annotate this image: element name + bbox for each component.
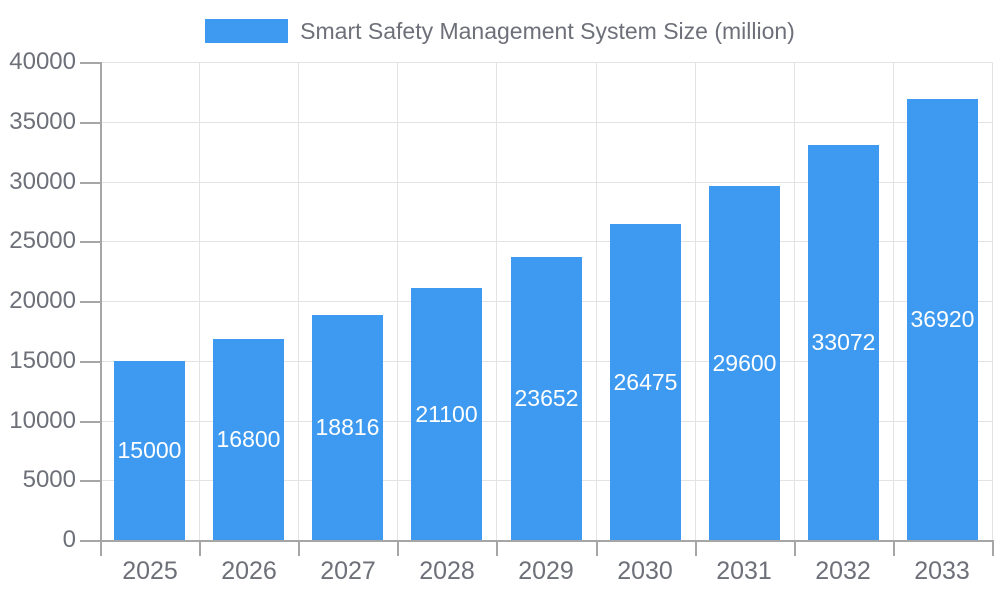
gridline-vertical: [992, 62, 993, 540]
y-axis-tick: [80, 122, 100, 124]
y-tick-label: 20000: [9, 287, 76, 314]
gridline-vertical: [893, 62, 894, 540]
y-axis-tick: [80, 301, 100, 303]
bar-2027[interactable]: 18816: [312, 315, 383, 540]
x-tick-label-2030: 2030: [617, 557, 673, 585]
y-tick-label: 5000: [22, 466, 76, 493]
gridline-vertical: [496, 62, 497, 540]
gridline-vertical: [199, 62, 200, 540]
y-axis-tick: [80, 540, 100, 542]
gridline-horizontal: [100, 122, 992, 123]
y-tick-label: 35000: [9, 108, 76, 135]
y-tick-label: 25000: [9, 227, 76, 254]
x-axis-tick: [695, 540, 697, 556]
bar-2029[interactable]: 23652: [511, 257, 582, 540]
x-tick-label-2033: 2033: [914, 557, 970, 585]
x-axis-tick: [298, 540, 300, 556]
y-axis-line: [100, 62, 102, 540]
bar-value-label: 36920: [910, 306, 975, 332]
bar-value-label: 15000: [117, 437, 182, 463]
y-tick-label: 30000: [9, 168, 76, 195]
bar-value-label: 23652: [514, 385, 579, 411]
y-axis-tick: [80, 241, 100, 243]
x-axis-tick: [596, 540, 598, 556]
bar-2025[interactable]: 15000: [114, 361, 185, 540]
x-tick-label-2027: 2027: [320, 557, 376, 585]
x-axis-tick: [992, 540, 994, 556]
bar-value-label: 21100: [415, 400, 478, 427]
gridline-vertical: [397, 62, 398, 540]
x-axis-tick: [794, 540, 796, 556]
y-tick-label: 15000: [9, 347, 76, 374]
bar-value-label: 18816: [315, 414, 380, 440]
x-tick-label-2029: 2029: [518, 557, 574, 585]
y-axis-tick: [80, 62, 100, 64]
y-axis-tick: [80, 480, 100, 482]
bar-2031[interactable]: 29600: [709, 186, 780, 540]
gridline-vertical: [695, 62, 696, 540]
x-tick-label-2025: 2025: [122, 557, 178, 585]
y-axis-tick: [80, 182, 100, 184]
gridline-vertical: [298, 62, 299, 540]
bar-2028[interactable]: 21100: [411, 288, 482, 540]
y-tick-label: 40000: [9, 48, 76, 75]
legend-swatch-icon: [205, 19, 289, 43]
bar-value-label: 29600: [712, 349, 777, 376]
gridline-horizontal: [100, 241, 992, 242]
x-tick-label-2031: 2031: [716, 557, 772, 585]
gridline-horizontal: [100, 62, 992, 63]
legend-item[interactable]: Smart Safety Management System Size (mil…: [0, 17, 1000, 44]
x-tick-label-2026: 2026: [221, 557, 277, 585]
x-axis-line: [100, 540, 992, 542]
bar-value-label: 16800: [216, 426, 281, 452]
x-axis-tick: [397, 540, 399, 556]
bar-2032[interactable]: 33072: [808, 145, 879, 540]
x-axis-tick: [893, 540, 895, 556]
x-axis-tick: [100, 540, 102, 556]
bar-2033[interactable]: 36920: [907, 99, 978, 540]
bar-2026[interactable]: 16800: [213, 339, 284, 540]
gridline-vertical: [596, 62, 597, 540]
gridline-vertical: [794, 62, 795, 540]
x-axis-tick: [199, 540, 201, 556]
gridline-horizontal: [100, 182, 992, 183]
x-tick-label-2032: 2032: [815, 557, 871, 585]
legend-label: Smart Safety Management System Size (mil…: [300, 17, 795, 44]
x-axis-tick: [496, 540, 498, 556]
y-axis-tick: [80, 421, 100, 423]
x-tick-label-2028: 2028: [419, 557, 475, 585]
bar-value-label: 26475: [613, 368, 678, 395]
bar-2030[interactable]: 26475: [610, 224, 681, 540]
y-axis-tick: [80, 361, 100, 363]
y-tick-label: 0: [62, 526, 76, 553]
bar-value-label: 33072: [811, 329, 876, 355]
y-tick-label: 10000: [9, 407, 76, 434]
